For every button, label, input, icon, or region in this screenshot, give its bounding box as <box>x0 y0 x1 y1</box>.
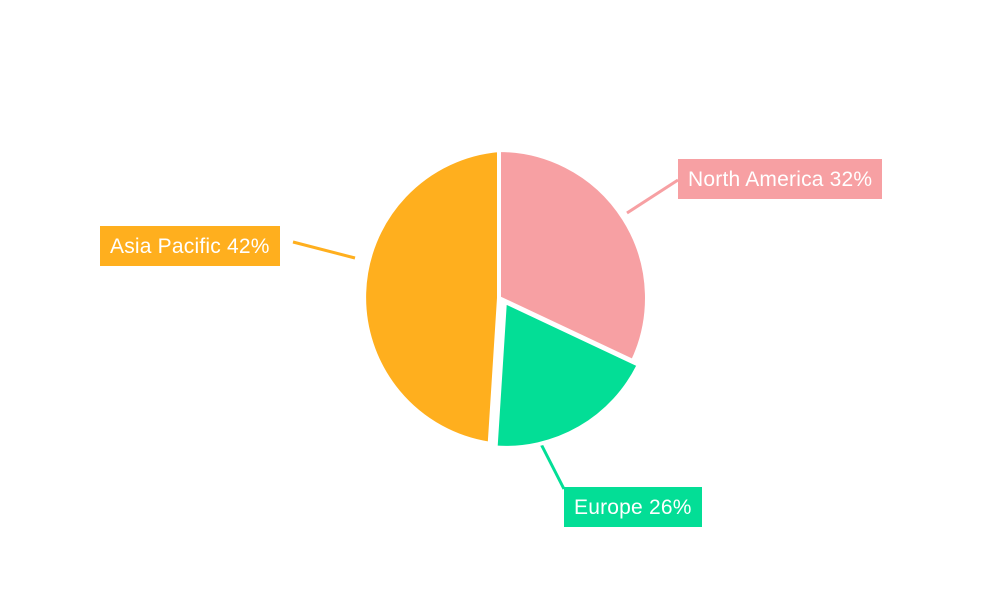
pie-label-europe-text: Europe 26% <box>574 495 692 519</box>
pie-label-asia-pacific-text: Asia Pacific 42% <box>110 234 270 258</box>
leader-line-europe <box>539 443 566 490</box>
leader-lines <box>292 178 679 490</box>
pie-label-north-america-text: North America 32% <box>688 167 873 191</box>
pie-label-europe: Europe 26% <box>564 487 702 527</box>
pie-label-asia-pacific: Asia Pacific 42% <box>100 226 280 266</box>
pie-label-north-america: North America 32% <box>678 159 883 199</box>
pie-wedges <box>362 148 649 450</box>
leader-line-north-america <box>626 178 679 215</box>
pie-slice-asia-pacific[interactable] <box>362 148 501 446</box>
pie-slice-north-america[interactable] <box>497 148 649 364</box>
pie-slice-europe[interactable] <box>493 299 641 450</box>
leader-line-asia-pacific <box>292 240 356 260</box>
